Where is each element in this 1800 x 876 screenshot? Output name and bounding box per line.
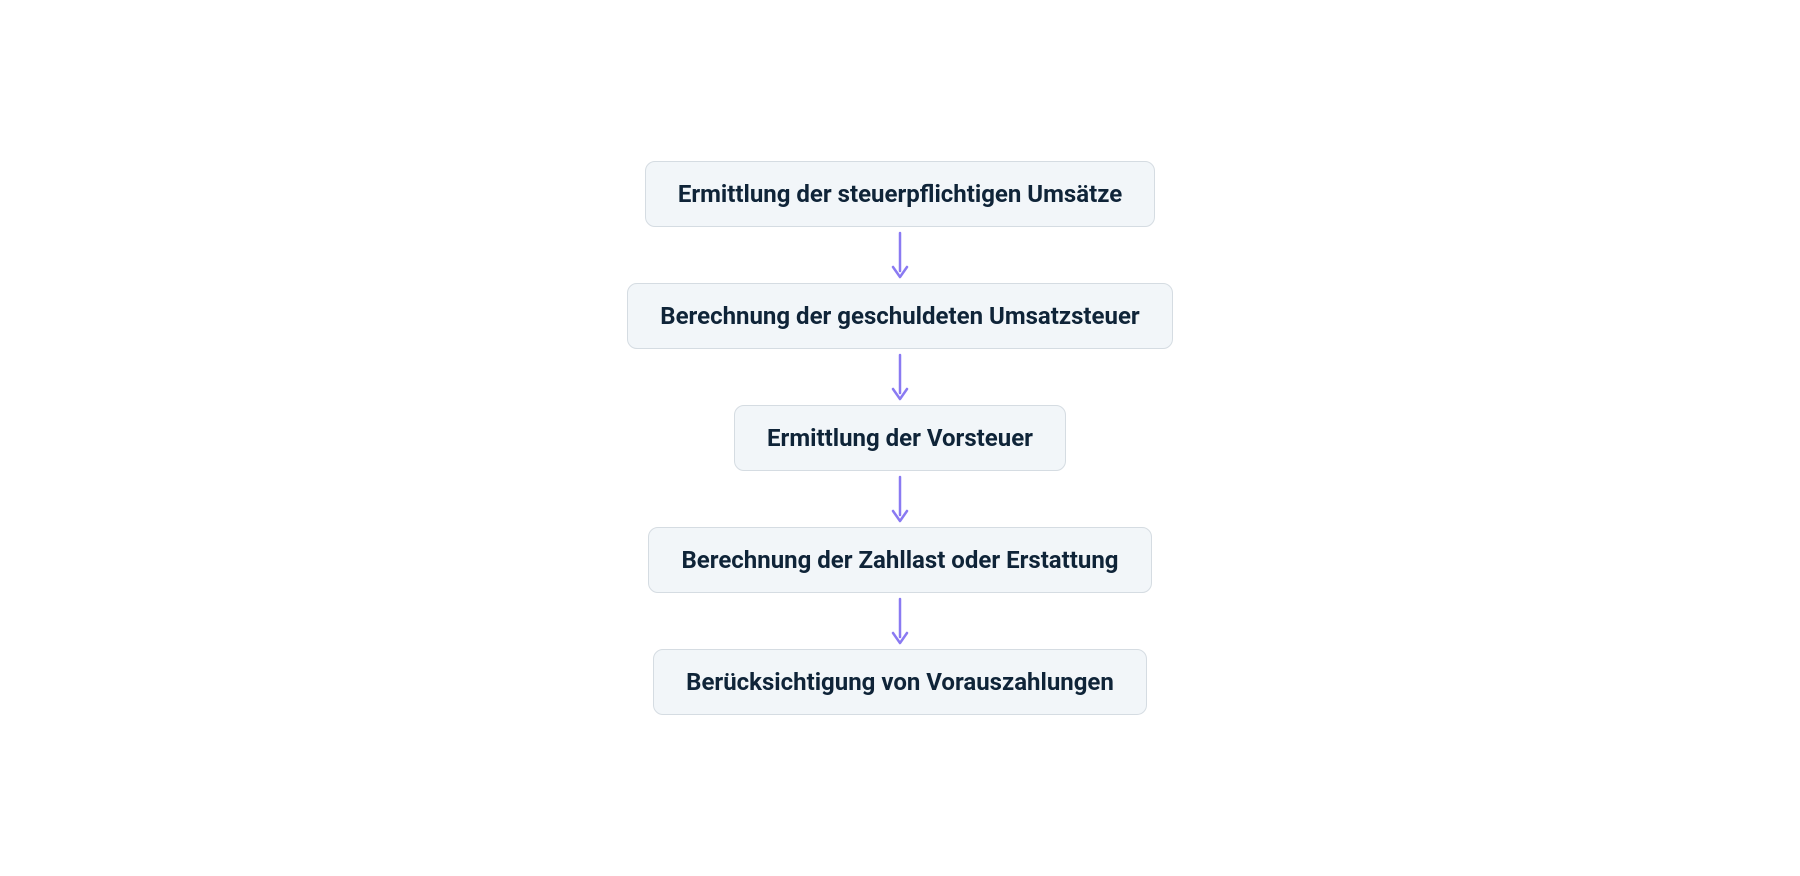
- arrow-down-icon: [888, 227, 912, 283]
- arrow-down-icon: [888, 349, 912, 405]
- flowchart-container: Ermittlung der steuerpflichtigen Umsätze…: [627, 161, 1172, 715]
- flow-node-4: Berechnung der Zahllast oder Erstattung: [648, 527, 1151, 593]
- flow-node-5: Berücksichtigung von Vorauszahlungen: [653, 649, 1147, 715]
- arrow-down-icon: [888, 593, 912, 649]
- arrow-down-icon: [888, 471, 912, 527]
- flow-node-3: Ermittlung der Vorsteuer: [734, 405, 1066, 471]
- flow-node-2: Berechnung der geschuldeten Umsatzsteuer: [627, 283, 1172, 349]
- flow-node-1: Ermittlung der steuerpflichtigen Umsätze: [645, 161, 1155, 227]
